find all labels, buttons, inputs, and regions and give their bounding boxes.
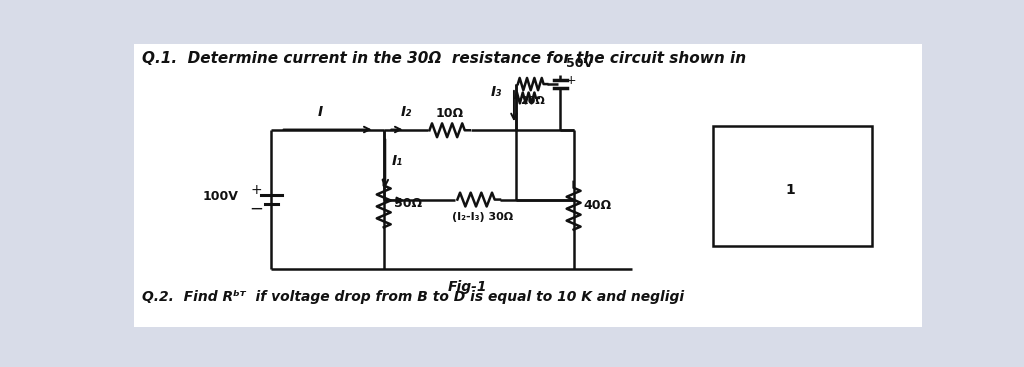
Text: I: I [317,105,323,120]
Text: Q.1.  Determine current in the 30Ω  resistance for the circuit shown in: Q.1. Determine current in the 30Ω resist… [142,51,746,66]
Text: 50Ω: 50Ω [394,197,422,210]
Text: I₃: I₃ [490,85,502,99]
Text: 20Ω: 20Ω [520,97,545,106]
Text: 40Ω: 40Ω [584,199,611,212]
Text: +: + [250,184,262,197]
Text: −: − [249,200,263,218]
Text: 50V: 50V [566,57,593,70]
FancyBboxPatch shape [134,44,922,327]
Text: 100V: 100V [203,190,239,203]
Text: I₁: I₁ [391,154,402,168]
FancyBboxPatch shape [713,126,872,246]
Text: Fig-1: Fig-1 [447,280,486,294]
Text: I₂: I₂ [400,105,412,120]
Text: (I₂-I₃) 30Ω: (I₂-I₃) 30Ω [452,212,513,222]
Text: Q.2.  Find Rᵇᵀ  if voltage drop from B to D is equal to 10 K and negligi: Q.2. Find Rᵇᵀ if voltage drop from B to … [142,290,684,304]
Text: 10Ω: 10Ω [435,107,464,120]
Text: +: + [565,75,575,87]
Text: 1: 1 [785,182,796,197]
